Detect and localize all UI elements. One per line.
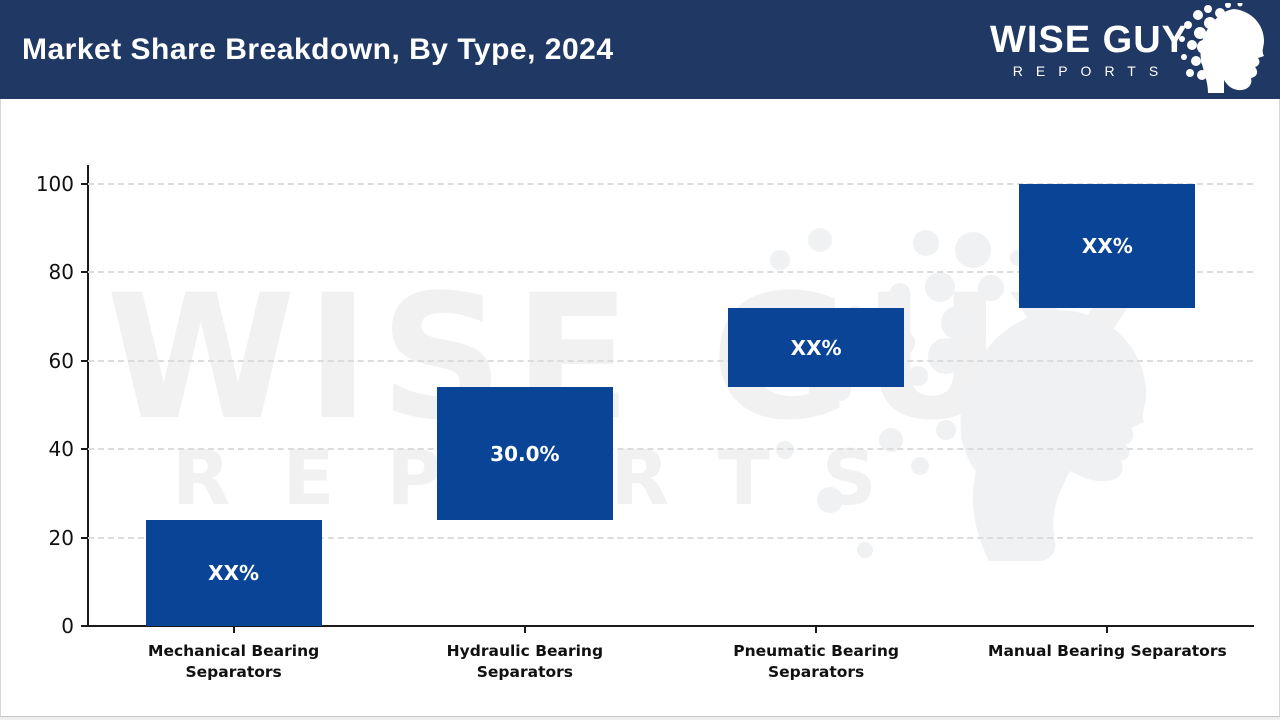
x-tick-mark (523, 627, 526, 633)
y-tick-label: 60 (48, 348, 74, 373)
y-tick-mark (81, 183, 88, 185)
y-tick-mark (81, 625, 88, 627)
y-tick-label: 0 (61, 614, 74, 638)
y-tick-mark (81, 536, 88, 539)
bar-2 (436, 387, 613, 520)
y-tick-label: 40 (48, 437, 74, 462)
x-axis-line (87, 625, 1254, 627)
y-tick-label: 80 (48, 260, 74, 285)
logo-subtitle: REPORTS (1012, 63, 1172, 79)
x-category-label: Manual Bearing Separators (988, 642, 1227, 660)
wise-guy-reports-logo: WISE GUY REPORTS (990, 1, 1270, 97)
gridline-60 (88, 359, 1253, 362)
x-tick-mark (1106, 627, 1109, 633)
y-tick-mark (81, 359, 88, 362)
x-tick-mark (232, 627, 235, 633)
gridline-40 (88, 448, 1253, 451)
x-category-label: Hydraulic Bearing Separators (446, 642, 604, 681)
bar-value-label: XX% (790, 335, 842, 360)
logo-face-dots-icon (1174, 1, 1270, 97)
bar-3 (728, 307, 905, 388)
y-tick-label: 100 (35, 172, 74, 196)
x-category-label: Pneumatic Bearing Separators (733, 642, 899, 681)
logo-name: WISE GUY (989, 19, 1188, 61)
bar-value-label: 30.0% (490, 441, 560, 466)
bar-4 (1019, 184, 1196, 308)
x-category-label: Mechanical Bearing Separators (148, 642, 320, 681)
page-title: Market Share Breakdown, By Type, 2024 (22, 32, 614, 66)
bar-value-label: XX% (208, 560, 260, 585)
gridline-80 (88, 271, 1253, 274)
x-tick-mark (815, 627, 818, 633)
y-axis-line (87, 165, 89, 627)
y-tick-mark (81, 271, 88, 274)
watermark-face-dots-icon (760, 200, 1240, 604)
bar-1 (145, 519, 322, 626)
header-banner: Market Share Breakdown, By Type, 2024 WI… (0, 0, 1280, 99)
logo-text: WISE GUY REPORTS (990, 21, 1188, 78)
y-tick-mark (81, 448, 88, 451)
gridline-20 (88, 536, 1253, 539)
bottom-strip (0, 717, 1280, 720)
bar-value-label: XX% (1081, 233, 1133, 258)
y-tick-label: 20 (48, 525, 74, 550)
gridline-100 (88, 183, 1253, 185)
